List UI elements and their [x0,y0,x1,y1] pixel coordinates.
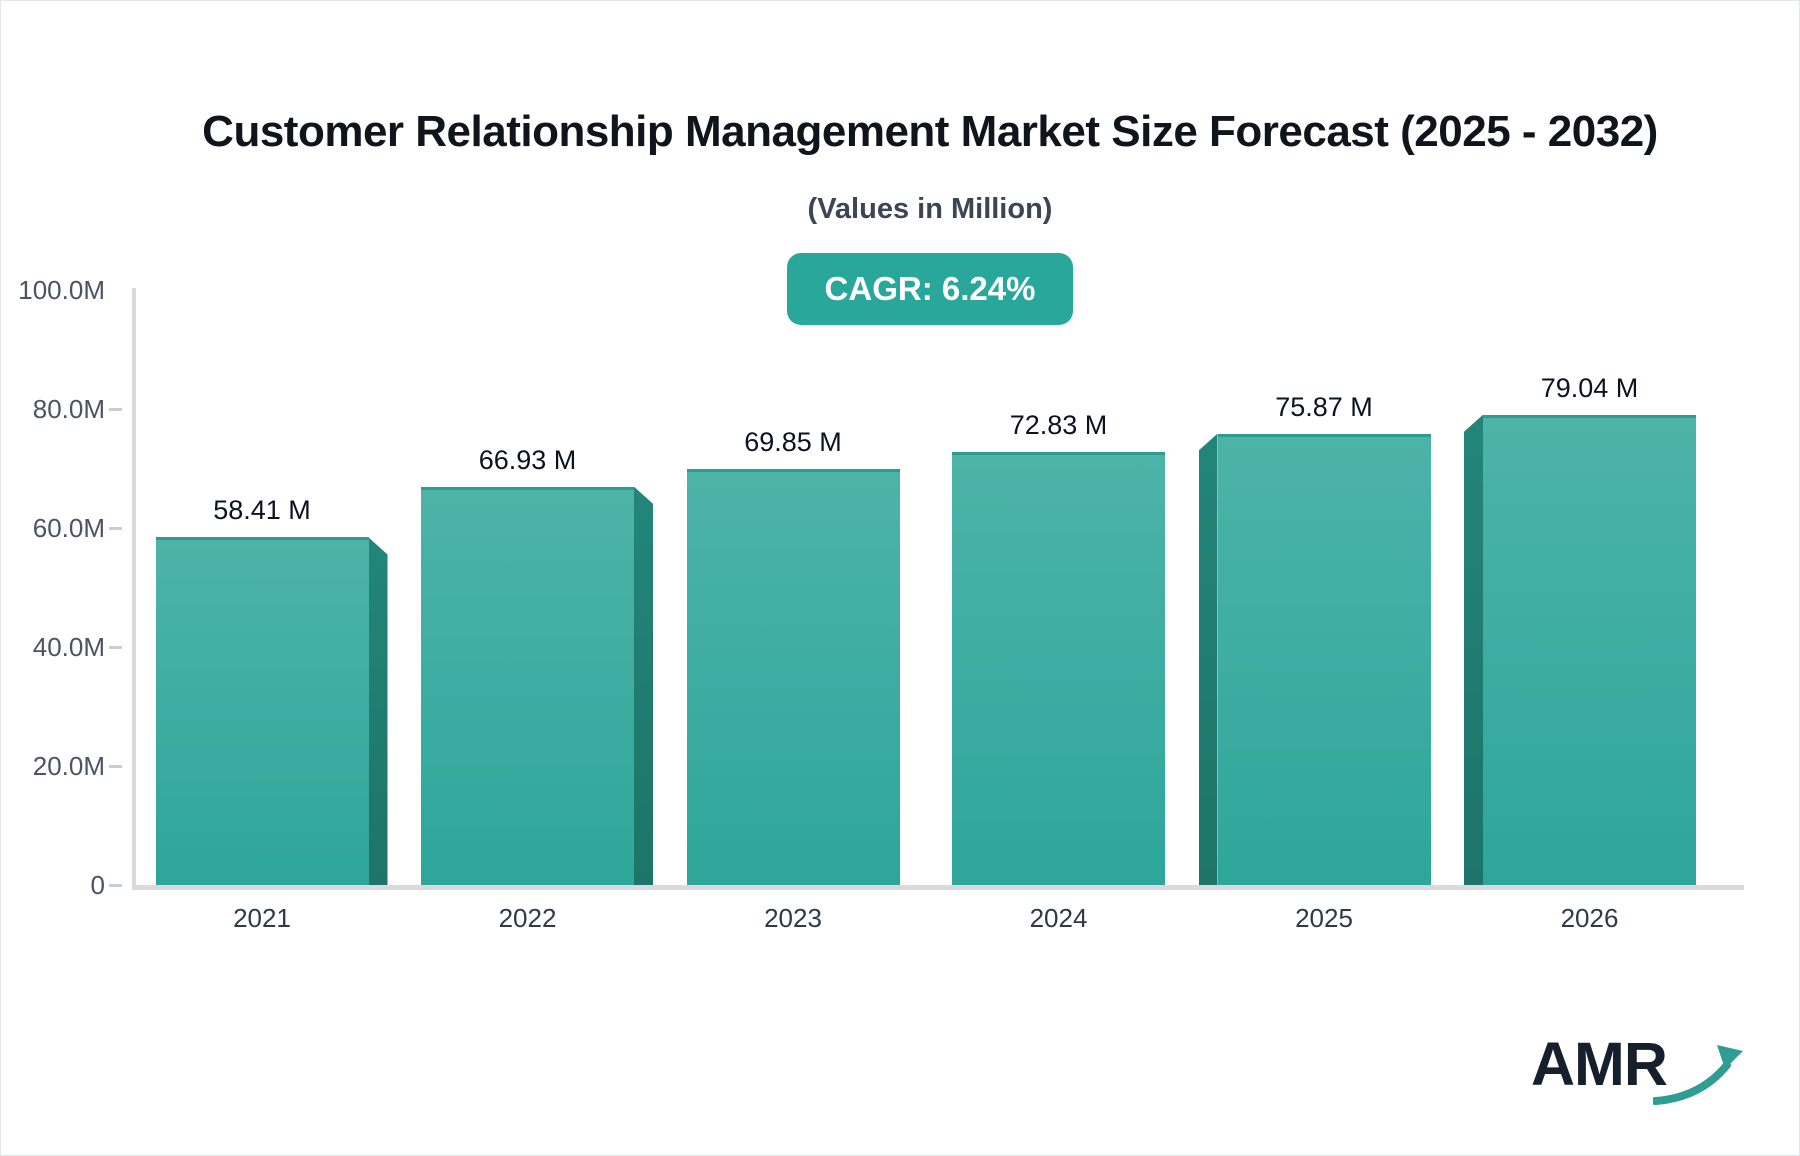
cagr-badge: CAGR: 6.24% [786,253,1074,325]
y-axis-tick-label: 80.0M [32,394,105,424]
amr-logo: AMR [1531,1029,1745,1109]
chart-title: Customer Relationship Management Market … [202,107,1658,156]
amr-logo-arrow-icon [1652,1045,1743,1105]
bar-2023 [686,469,900,885]
y-axis-tick-label: 0 [90,870,105,900]
y-axis-tick-mark [109,407,122,411]
bar-value-label-2025: 75.87 M [1275,391,1373,422]
bar-3d-side-2022 [634,486,653,885]
bar-2026 [1483,414,1696,885]
x-axis-label-2026: 2026 [1560,903,1619,933]
x-axis-label-2024: 2024 [1029,903,1088,933]
y-axis-tick-label: 100.0M [18,275,105,305]
bar-value-label-2026: 79.04 M [1540,372,1639,403]
bar-value-label-2021: 58.41 M [213,495,311,526]
bar-2025 [1217,433,1431,885]
x-axis-label-2021: 2021 [233,903,291,933]
y-axis-line [132,288,136,890]
amr-logo-text: AMR [1531,1030,1668,1098]
x-axis-line [132,885,1744,890]
bar-3d-side-2026 [1464,414,1483,885]
y-axis-tick-mark [109,526,122,530]
bar-2024 [952,451,1165,885]
bar-value-label-2024: 72.83 M [1009,409,1108,440]
bar-value-label-2023: 69.85 M [744,427,842,458]
x-axis-label-2023: 2023 [764,903,822,933]
y-axis-tick-mark [109,764,122,768]
bar-3d-side-2021 [368,537,388,885]
y-axis-tick-label: 60.0M [32,513,105,543]
bar-3d-side-2025 [1198,433,1218,885]
cagr-badge-row: CAGR: 6.24% [61,253,1799,325]
y-axis-tick-mark [109,645,122,649]
y-axis-tick-mark [109,883,122,887]
y-axis-tick-label: 20.0M [32,751,105,781]
x-axis-label-2022: 2022 [498,903,557,933]
chart-subtitle: (Values in Million) [807,193,1053,225]
y-axis-tick-label: 40.0M [32,632,105,662]
bar-2021 [155,537,369,885]
x-axis-label-2025: 2025 [1295,903,1353,933]
bar-value-label-2022: 66.93 M [478,444,577,475]
bar-2022 [421,486,634,885]
